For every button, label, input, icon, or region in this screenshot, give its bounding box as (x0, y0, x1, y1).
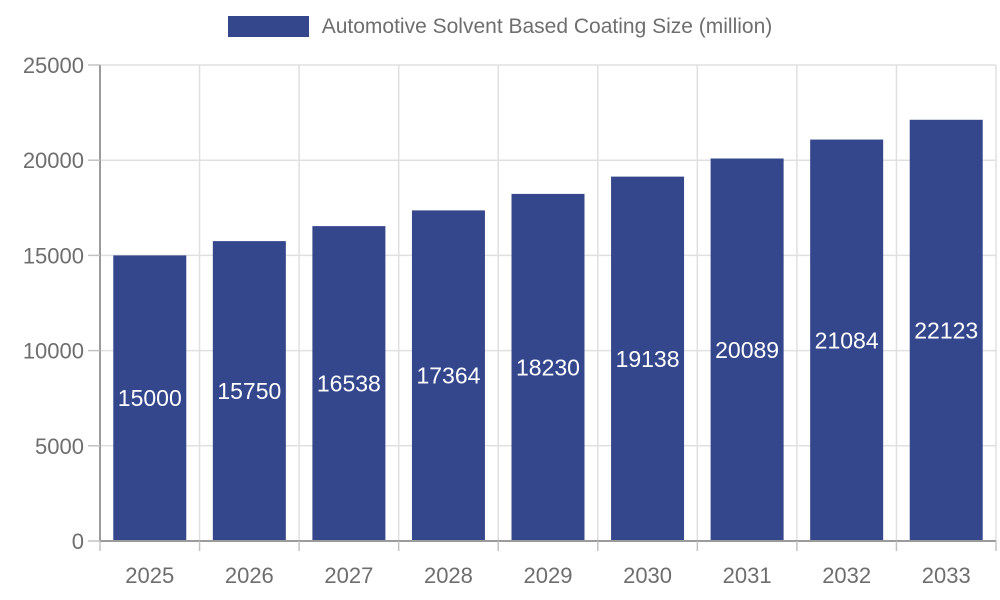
y-tick-label: 5000 (35, 434, 84, 459)
legend-label: Automotive Solvent Based Coating Size (m… (321, 15, 773, 38)
bar[interactable] (710, 158, 784, 542)
bar-value-label: 19138 (616, 346, 680, 372)
bar[interactable] (411, 210, 485, 541)
bar[interactable] (611, 176, 685, 541)
bar-value-label: 16538 (317, 371, 381, 397)
x-tick-label: 2027 (324, 563, 373, 588)
bar-value-label: 20089 (715, 337, 779, 363)
bar[interactable] (511, 193, 585, 541)
y-tick-label: 20000 (23, 148, 84, 173)
y-tick-label: 15000 (23, 243, 84, 268)
x-tick-label: 2025 (125, 563, 174, 588)
bar-value-label: 15000 (118, 385, 182, 411)
x-tick-label: 2031 (723, 563, 772, 588)
bar-value-label: 21084 (815, 327, 879, 353)
bar[interactable] (312, 226, 386, 541)
y-tick-label: 10000 (23, 339, 84, 364)
bar-value-label: 22123 (914, 317, 978, 343)
x-tick-label: 2029 (524, 563, 573, 588)
bar[interactable] (212, 241, 286, 541)
legend[interactable]: Automotive Solvent Based Coating Size (m… (0, 15, 1000, 38)
x-tick-label: 2028 (424, 563, 473, 588)
x-tick-label: 2026 (225, 563, 274, 588)
bar[interactable] (810, 139, 884, 541)
y-tick-label: 25000 (23, 53, 84, 78)
legend-swatch (227, 16, 309, 37)
bar-value-label: 18230 (516, 354, 580, 380)
x-tick-label: 2033 (922, 563, 971, 588)
bar-value-label: 15750 (217, 378, 281, 404)
bar-value-label: 17364 (416, 363, 480, 389)
x-tick-label: 2032 (822, 563, 871, 588)
y-tick-label: 0 (72, 529, 84, 554)
x-tick-label: 2030 (623, 563, 672, 588)
bar[interactable] (909, 119, 983, 541)
bar[interactable] (113, 255, 187, 541)
